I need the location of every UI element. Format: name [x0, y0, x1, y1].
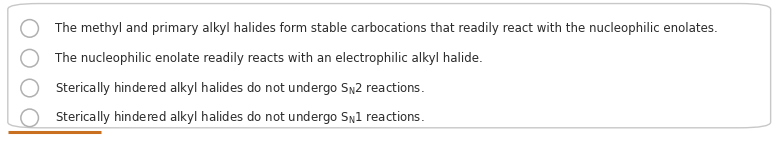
FancyBboxPatch shape	[8, 4, 771, 128]
Text: Sterically hindered alkyl halides do not undergo S$_\mathregular{N}$1 reactions.: Sterically hindered alkyl halides do not…	[55, 109, 424, 126]
Text: Sterically hindered alkyl halides do not undergo S$_\mathregular{N}$2 reactions.: Sterically hindered alkyl halides do not…	[55, 80, 424, 97]
Text: The nucleophilic enolate readily reacts with an electrophilic alkyl halide.: The nucleophilic enolate readily reacts …	[55, 52, 482, 65]
Text: The methyl and primary alkyl halides form stable carbocations that readily react: The methyl and primary alkyl halides for…	[55, 22, 718, 35]
